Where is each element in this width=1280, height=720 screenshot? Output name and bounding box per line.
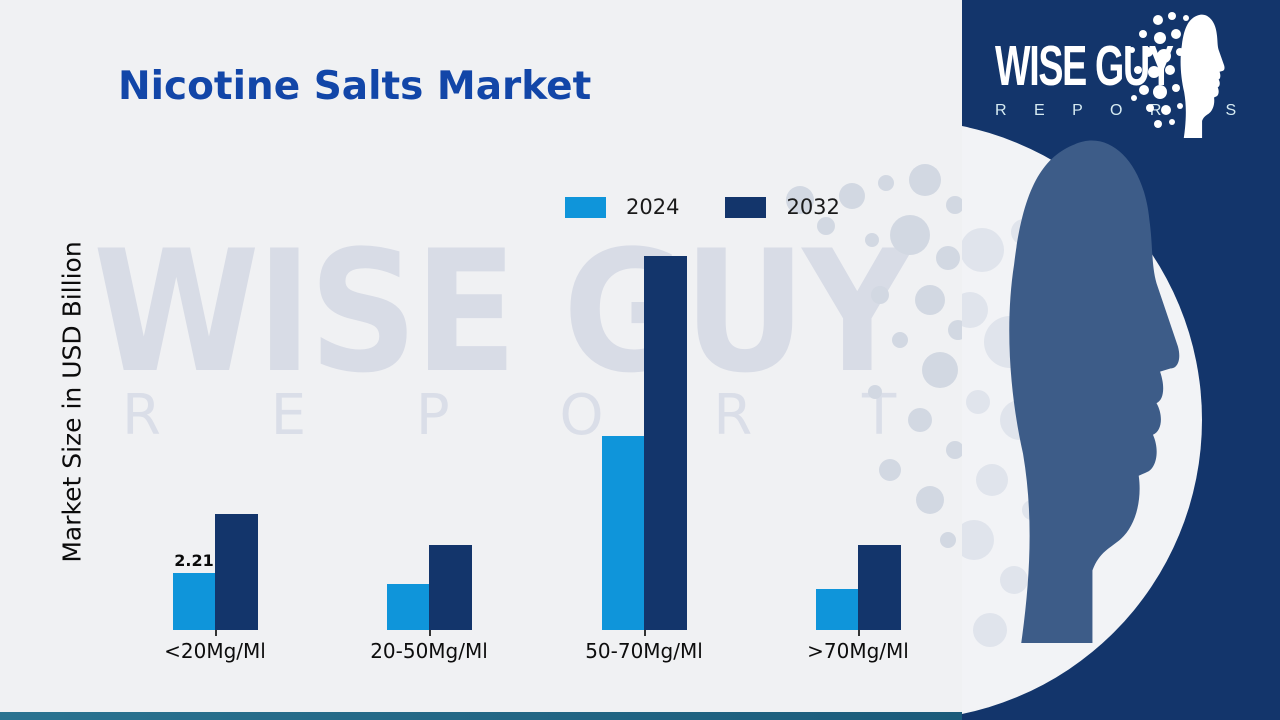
page-title: Nicotine Salts Market: [118, 64, 592, 110]
decorative-dot: [922, 352, 958, 388]
decorative-dot: [878, 175, 894, 191]
bar-2032-3: [644, 256, 687, 630]
brand-reports-text: R E P O R T S: [995, 102, 1248, 119]
dotted-head-logo-icon: [1129, 12, 1225, 138]
bar-2024-3: [602, 436, 644, 630]
decorative-dot: [940, 532, 956, 548]
bar-2024-2: [387, 584, 429, 630]
decorative-dot: [890, 215, 930, 255]
chart-legend: 2024 2032: [565, 195, 840, 219]
face-silhouette-large: [1009, 140, 1180, 643]
decorative-dot: [892, 332, 908, 348]
x-axis-tick: [215, 630, 217, 636]
circle-texture-blob: [1000, 566, 1028, 594]
decorative-dot: [936, 246, 960, 270]
decorative-dot: [909, 164, 941, 196]
circle-texture-blob: [976, 464, 1008, 496]
decorative-dot: [871, 286, 889, 304]
decorative-dot: [879, 459, 901, 481]
x-axis-tick: [429, 630, 431, 636]
decorative-dot: [786, 186, 814, 214]
bar-2032-1: [215, 514, 258, 630]
x-category-label: <20Mg/Ml: [164, 639, 266, 663]
bar-value-label: 2.21: [174, 551, 214, 570]
brand-panel: WISE GUY R E P O R T S: [962, 0, 1280, 720]
decorative-dot: [868, 385, 882, 399]
decorative-dot: [908, 408, 932, 432]
legend-swatch-2024: [565, 196, 606, 218]
brand-logo: WISE GUY R E P O R T S: [995, 38, 1264, 120]
watermark-brand-text: WISE GUY: [93, 214, 912, 410]
x-category-label: 50-70Mg/Ml: [585, 639, 703, 663]
circle-texture-blob: [962, 520, 994, 560]
x-axis-tick: [858, 630, 860, 636]
bar-2032-2: [429, 545, 472, 630]
x-axis-tick: [644, 630, 646, 636]
x-category-label: 20-50Mg/Ml: [370, 639, 488, 663]
legend-label-2032: 2032: [786, 195, 840, 219]
watermark-reports-text: R E P O R T S: [122, 383, 1088, 448]
decorative-dot: [946, 441, 964, 459]
circle-texture-blob: [962, 228, 1004, 272]
bar-2024-1: [173, 573, 215, 630]
circle-texture-blob: [966, 390, 990, 414]
legend-label-2024: 2024: [626, 195, 680, 219]
decorative-dot: [839, 183, 865, 209]
y-axis-label: Market Size in USD Billion: [57, 241, 87, 563]
circle-texture-blob: [973, 613, 1007, 647]
legend-swatch-2032: [725, 196, 767, 218]
bar-2024-4: [816, 589, 858, 630]
decorative-dot: [915, 285, 945, 315]
decorative-dot: [946, 196, 964, 214]
decorative-dot: [916, 486, 944, 514]
brand-name-text: WISE GUY: [995, 34, 1174, 98]
bar-2032-4: [858, 545, 901, 630]
bottom-accent-bar: [0, 712, 962, 720]
decorative-dot: [817, 217, 835, 235]
decorative-dot: [865, 233, 879, 247]
x-category-label: >70Mg/Ml: [807, 639, 909, 663]
